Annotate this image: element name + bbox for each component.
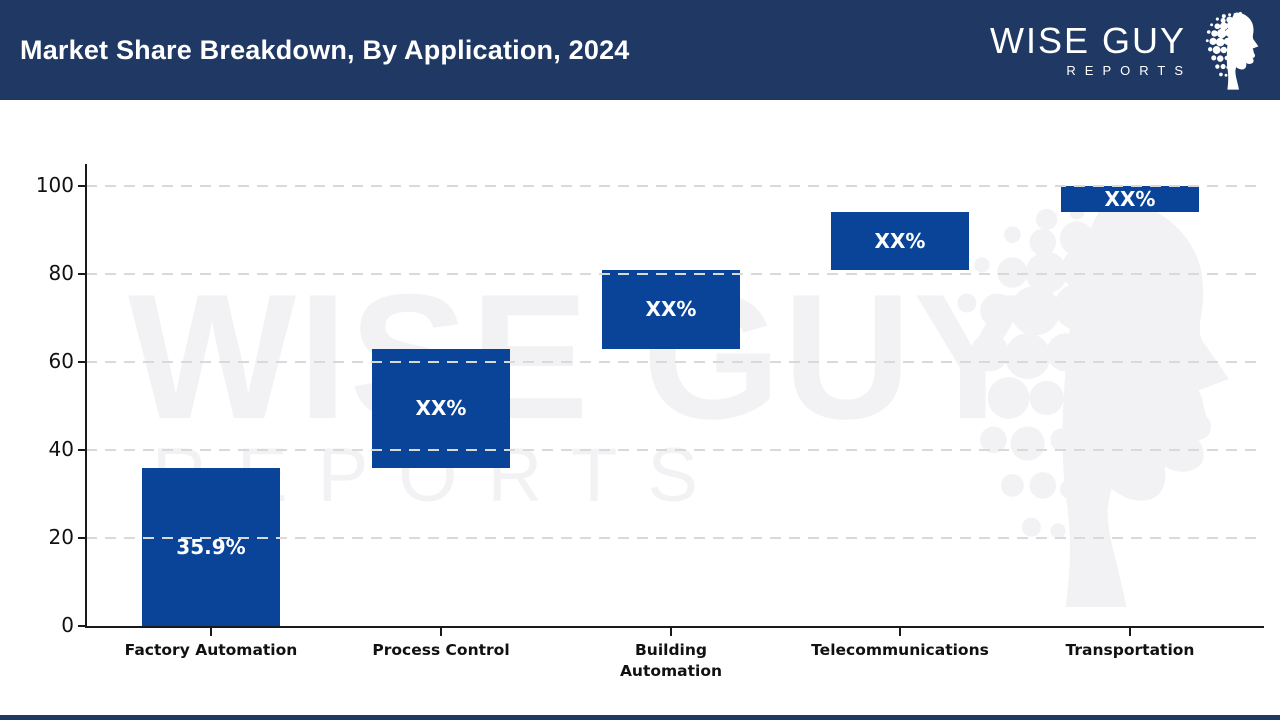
y-tick-label: 100 [35, 173, 74, 197]
x-tick-mark [210, 628, 212, 636]
category-label: Factory Automation [124, 641, 298, 659]
y-tick-mark [78, 361, 86, 363]
bar-value-label: XX% [415, 396, 467, 421]
gridline-60 [86, 361, 1263, 363]
x-tick-mark [899, 628, 901, 636]
bar-5: XX% [1061, 186, 1199, 213]
header-bar: Market Share Breakdown, By Application, … [0, 0, 1280, 100]
x-tick-mark [440, 628, 442, 636]
watermark-wordmark: WISE GUY [128, 257, 1035, 456]
gridline-100 [86, 185, 1263, 187]
gridline-40 [86, 449, 1263, 451]
category-label: Process Control [372, 641, 510, 659]
category-label: Telecommunications [811, 641, 989, 659]
y-tick-mark [78, 625, 86, 627]
x-tick-mark [670, 628, 672, 636]
bar-value-label: XX% [874, 228, 926, 253]
y-tick-label: 20 [48, 525, 74, 549]
y-tick-mark [78, 273, 86, 275]
bar-value-label: 35.9% [176, 535, 246, 559]
y-tick-label: 80 [48, 261, 74, 285]
y-tick-label: 60 [48, 349, 74, 373]
page-title: Market Share Breakdown, By Application, … [20, 34, 630, 65]
y-tick-label: 0 [61, 613, 74, 637]
category-label: Transportation [1065, 641, 1195, 659]
y-tick-label: 40 [48, 437, 74, 461]
y-axis-line [85, 164, 87, 628]
x-axis-line [85, 626, 1264, 628]
logo-subtitle: REPORTS [1066, 62, 1192, 78]
footer-bar [0, 715, 1280, 720]
logo-head-icon [1205, 11, 1259, 90]
y-tick-mark [78, 537, 86, 539]
gridline-80 [86, 273, 1263, 275]
bar-4: XX% [831, 212, 969, 270]
bar-1: 35.9% [142, 468, 280, 626]
logo-text: WISE GUY REPORTS [989, 19, 1186, 78]
y-tick-mark [78, 185, 86, 187]
category-label: Building Automation [619, 641, 723, 680]
y-tick-mark [78, 449, 86, 451]
bar-value-label: XX% [1104, 187, 1156, 212]
x-tick-mark [1129, 628, 1131, 636]
logo-wordmark: WISE GUY [989, 19, 1186, 61]
bar-3: XX% [602, 269, 740, 349]
gridline-20 [86, 537, 1263, 539]
bar-value-label: XX% [645, 297, 697, 322]
bar-2: XX% [372, 348, 510, 469]
wiseguy-logo: WISE GUY REPORTS [990, 0, 1262, 100]
